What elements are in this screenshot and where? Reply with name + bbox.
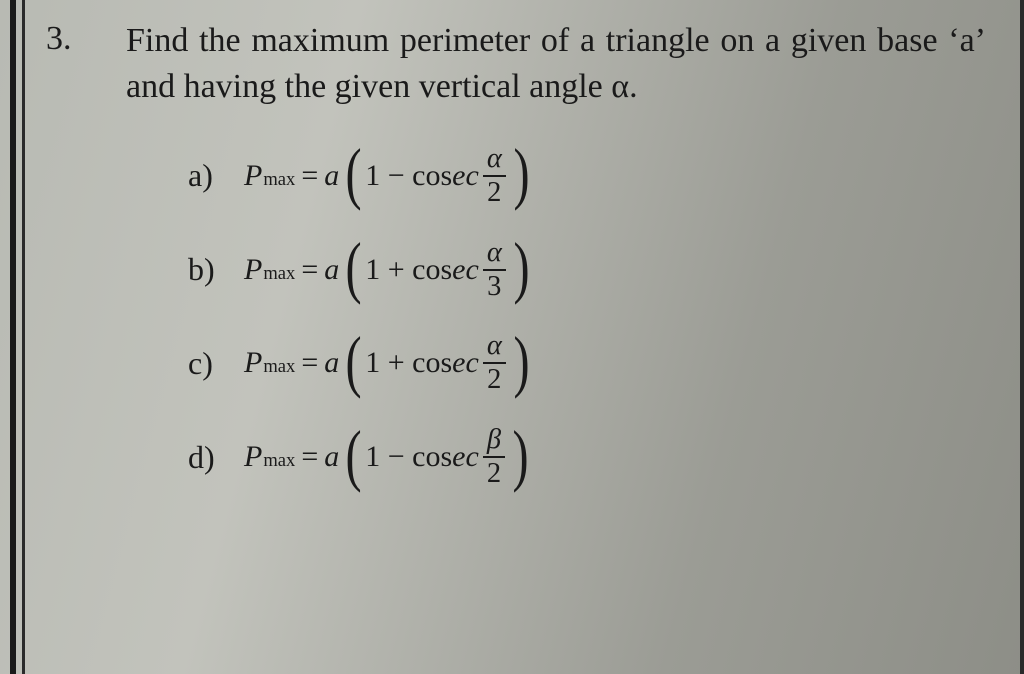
inner-func-italic: ec (452, 440, 479, 474)
sub-max: max (263, 263, 295, 285)
option-a: a) Pmax = a ( 1 − cosec α 2 ) (188, 144, 994, 208)
options-list: a) Pmax = a ( 1 − cosec α 2 ) b) Pmax = … (188, 144, 994, 496)
fraction: α 3 (483, 238, 506, 302)
question-text: Find the maximum perimeter of a triangle… (126, 18, 994, 110)
option-formula: Pmax = a ( 1 − cosec β 2 ) (244, 425, 532, 489)
vertical-rule-inner (22, 0, 25, 674)
equals: = (301, 253, 318, 287)
option-b: b) Pmax = a ( 1 + cosec α 3 ) (188, 238, 994, 302)
sym-P: P (244, 253, 262, 287)
rparen-icon: ) (513, 240, 529, 295)
fraction: α 2 (483, 331, 506, 395)
inner-prefix: 1 − cos (365, 159, 452, 193)
lparen-icon: ( (346, 240, 362, 295)
inner-prefix: 1 + cos (365, 346, 452, 380)
option-formula: Pmax = a ( 1 − cosec α 2 ) (244, 144, 533, 208)
inner-prefix: 1 + cos (365, 253, 452, 287)
coef-a: a (324, 440, 339, 474)
frac-num: α (483, 144, 506, 177)
question-number: 3. (46, 18, 126, 58)
sub-max: max (263, 450, 295, 472)
frac-den: 3 (483, 271, 505, 302)
inner-func-italic: ec (452, 346, 479, 380)
frac-num: α (483, 331, 506, 364)
sub-max: max (263, 169, 295, 191)
option-d-clipped: d) Pmax = a ( 1 − cosec β 2 ) (188, 425, 994, 495)
lparen-icon: ( (346, 428, 362, 483)
sym-P: P (244, 159, 262, 193)
lparen-icon: ( (346, 146, 362, 201)
option-formula: Pmax = a ( 1 + cosec α 2 ) (244, 331, 533, 395)
option-label: b) (188, 251, 244, 288)
fraction: α 2 (483, 144, 506, 208)
inner-prefix: 1 − cos (365, 440, 452, 474)
option-label: d) (188, 439, 244, 476)
sub-max: max (263, 356, 295, 378)
equals: = (301, 159, 318, 193)
frac-den: 2 (483, 364, 505, 395)
rparen-icon: ) (513, 146, 529, 201)
rparen-icon: ) (513, 428, 529, 483)
inner-func-italic: ec (452, 159, 479, 193)
coef-a: a (324, 253, 339, 287)
frac-num: β (483, 425, 505, 458)
coef-a: a (324, 346, 339, 380)
option-formula: Pmax = a ( 1 + cosec α 3 ) (244, 238, 533, 302)
frac-den: 2 (483, 177, 505, 208)
question-row: 3. Find the maximum perimeter of a trian… (46, 18, 994, 110)
option-label: a) (188, 157, 244, 194)
option-c: c) Pmax = a ( 1 + cosec α 2 ) (188, 331, 994, 395)
coef-a: a (324, 159, 339, 193)
vertical-rule-outer (10, 0, 16, 674)
option-d: d) Pmax = a ( 1 − cosec β 2 ) (188, 425, 994, 489)
frac-num: α (483, 238, 506, 271)
equals: = (301, 440, 318, 474)
page: 3. Find the maximum perimeter of a trian… (0, 0, 1024, 674)
frac-den: 2 (483, 458, 505, 489)
inner-func-italic: ec (452, 253, 479, 287)
rparen-icon: ) (513, 334, 529, 389)
equals: = (301, 346, 318, 380)
sym-P: P (244, 440, 262, 474)
page-right-edge (1020, 0, 1024, 674)
fraction: β 2 (483, 425, 505, 489)
lparen-icon: ( (346, 334, 362, 389)
option-label: c) (188, 345, 244, 382)
sym-P: P (244, 346, 262, 380)
